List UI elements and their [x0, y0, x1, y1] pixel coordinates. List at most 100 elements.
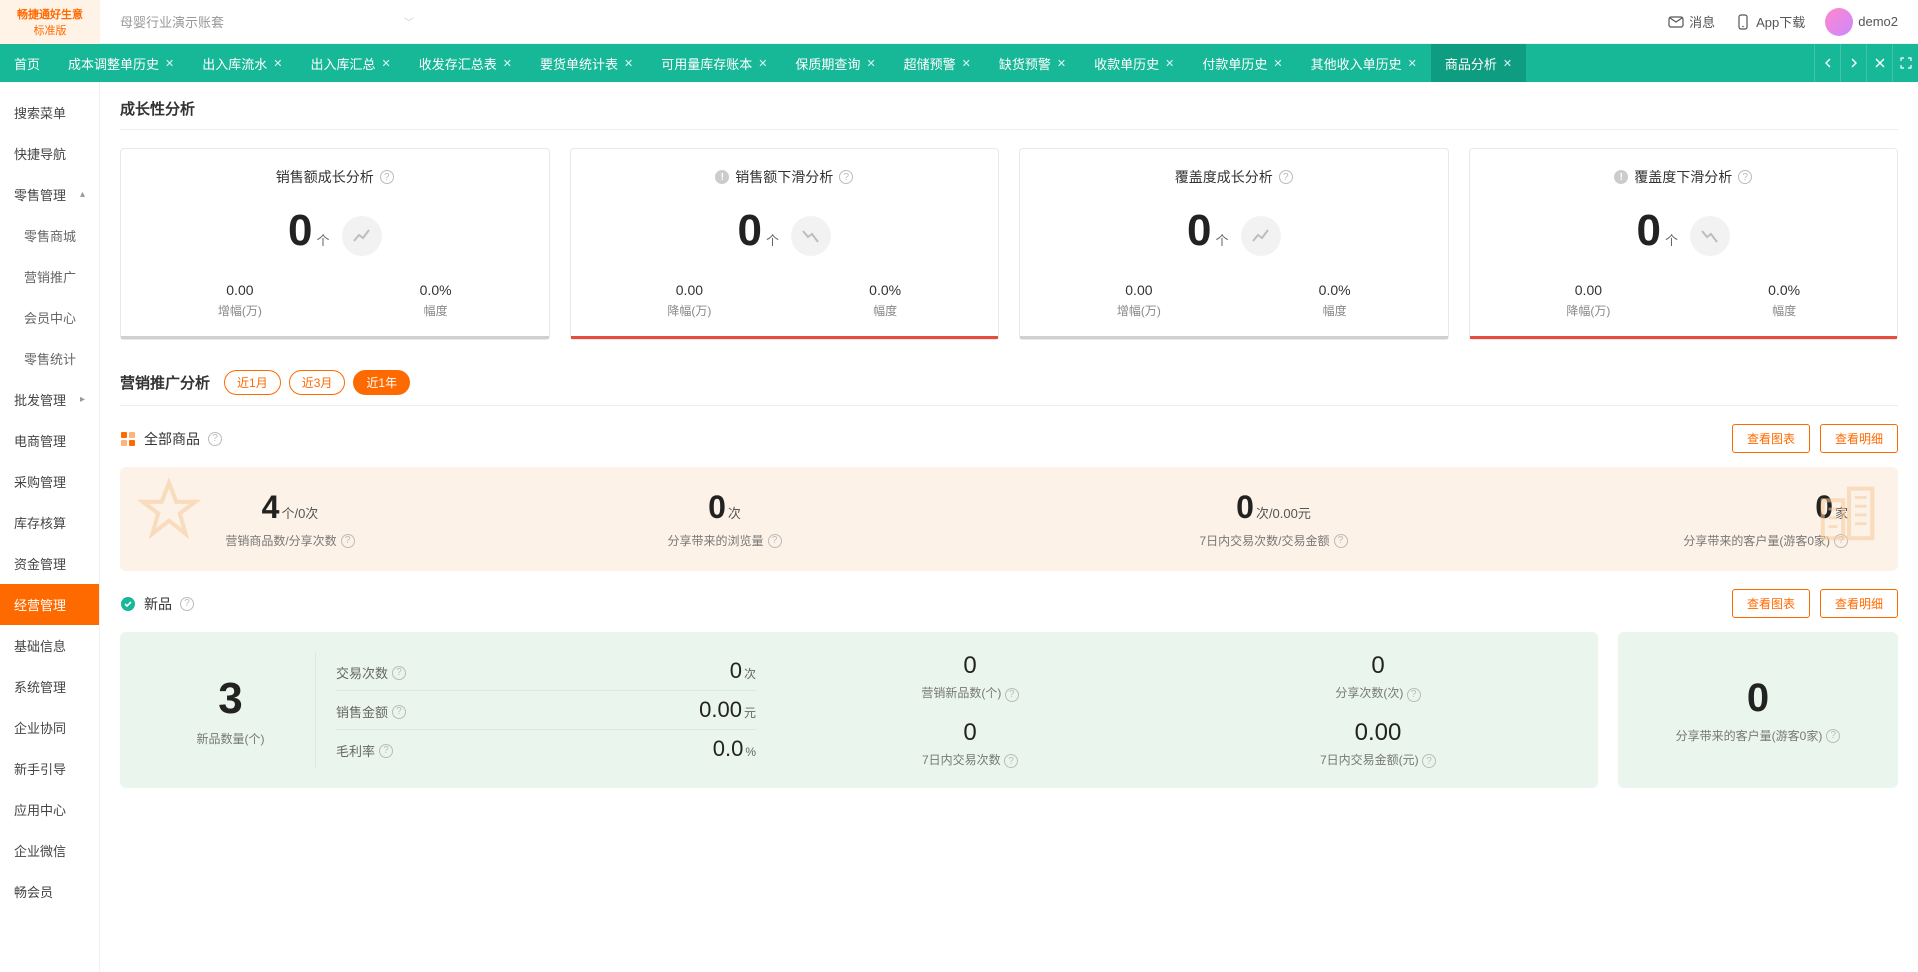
- close-icon[interactable]: ✕: [1057, 57, 1066, 70]
- info-icon[interactable]: ?: [392, 705, 406, 719]
- tab-close-all-button[interactable]: [1866, 44, 1892, 82]
- all-view-detail-button[interactable]: 查看明细: [1820, 424, 1898, 453]
- growth-card-title: 覆盖度成长分析?: [1038, 167, 1430, 187]
- close-icon[interactable]: ✕: [382, 57, 391, 70]
- info-icon[interactable]: ?: [1422, 754, 1436, 768]
- metric-label: 交易次数?: [336, 663, 406, 682]
- sidebar-item[interactable]: 企业微信: [0, 830, 99, 871]
- close-icon[interactable]: ✕: [962, 57, 971, 70]
- trend-up-icon: [1241, 216, 1281, 256]
- close-icon[interactable]: ✕: [1503, 57, 1512, 70]
- fullscreen-button[interactable]: [1892, 44, 1918, 82]
- sidebar-item-label: 企业微信: [14, 841, 66, 860]
- sidebar-item[interactable]: 资金管理: [0, 543, 99, 584]
- period-pill[interactable]: 近3月: [289, 370, 346, 395]
- close-icon[interactable]: ✕: [503, 57, 512, 70]
- tab[interactable]: 超储预警✕: [890, 44, 985, 82]
- tab[interactable]: 成本调整单历史✕: [54, 44, 188, 82]
- sidebar-item-label: 企业协同: [14, 718, 66, 737]
- info-icon[interactable]: ?: [1407, 688, 1421, 702]
- info-icon[interactable]: ?: [1004, 754, 1018, 768]
- tab-next-button[interactable]: [1840, 44, 1866, 82]
- info-icon[interactable]: ?: [341, 534, 355, 548]
- sidebar-item[interactable]: 电商管理: [0, 420, 99, 461]
- sidebar-item-label: 畅会员: [14, 882, 53, 901]
- new-side-label: 分享带来的客户量(游客0家): [1676, 727, 1823, 744]
- tab[interactable]: 付款单历史✕: [1188, 44, 1296, 82]
- info-icon[interactable]: ?: [839, 170, 853, 184]
- tab-prev-button[interactable]: [1814, 44, 1840, 82]
- tab[interactable]: 缺货预警✕: [985, 44, 1080, 82]
- sidebar-item[interactable]: 批发管理▸: [0, 379, 99, 420]
- account-select[interactable]: 母婴行业演示账套 ﹀: [120, 12, 414, 31]
- new-main-panel: 3 新品数量(个) 交易次数? 0次销售金额? 0.00元毛利率? 0.0% 0…: [120, 632, 1598, 788]
- sidebar-item[interactable]: 新手引导: [0, 748, 99, 789]
- tab[interactable]: 可用量库存账本✕: [647, 44, 781, 82]
- info-icon[interactable]: ?: [1826, 729, 1840, 743]
- tab[interactable]: 要货单统计表✕: [526, 44, 647, 82]
- sidebar-item[interactable]: 基础信息: [0, 625, 99, 666]
- growth-card[interactable]: !覆盖度下滑分析? 0个 0.00降幅(万) 0.0%幅度: [1469, 148, 1899, 340]
- tab[interactable]: 收发存汇总表✕: [405, 44, 526, 82]
- info-icon[interactable]: ?: [1279, 170, 1293, 184]
- sidebar-search[interactable]: 搜索菜单: [0, 92, 99, 133]
- sidebar-item[interactable]: 畅会员: [0, 871, 99, 912]
- sidebar-item[interactable]: 采购管理: [0, 461, 99, 502]
- sidebar-search-label: 搜索菜单: [14, 103, 66, 122]
- messages-link[interactable]: 消息: [1668, 12, 1715, 31]
- info-icon[interactable]: ?: [1738, 170, 1752, 184]
- close-icon[interactable]: ✕: [1408, 57, 1417, 70]
- sidebar-item[interactable]: 应用中心: [0, 789, 99, 830]
- all-c1-unit: 个/0次: [281, 503, 318, 522]
- tab-label: 收款单历史: [1094, 54, 1159, 73]
- period-pill[interactable]: 近1年: [353, 370, 410, 395]
- new-view-chart-button[interactable]: 查看图表: [1732, 589, 1810, 618]
- sidebar-quicknav[interactable]: 快捷导航: [0, 133, 99, 174]
- sidebar-item[interactable]: 会员中心: [0, 297, 99, 338]
- info-icon[interactable]: ?: [768, 534, 782, 548]
- info-icon[interactable]: ?: [1005, 688, 1019, 702]
- all-view-chart-button[interactable]: 查看图表: [1732, 424, 1810, 453]
- tab[interactable]: 其他收入单历史✕: [1297, 44, 1431, 82]
- sidebar-item[interactable]: 库存核算: [0, 502, 99, 543]
- info-icon[interactable]: ?: [379, 744, 393, 758]
- sidebar-item[interactable]: 零售统计: [0, 338, 99, 379]
- close-icon[interactable]: ✕: [1273, 57, 1282, 70]
- sidebar-item[interactable]: 零售商城: [0, 215, 99, 256]
- tab[interactable]: 保质期查询✕: [781, 44, 889, 82]
- info-icon[interactable]: ?: [1334, 534, 1348, 548]
- tab-home[interactable]: 首页: [0, 44, 54, 82]
- sidebar-item[interactable]: 经营管理: [0, 584, 99, 625]
- growth-card-value: 0个: [1038, 209, 1430, 256]
- sidebar-item[interactable]: 零售管理▴: [0, 174, 99, 215]
- sidebar-item-label: 批发管理: [14, 390, 66, 409]
- growth-card[interactable]: 销售额成长分析? 0个 0.00增幅(万) 0.0%幅度: [120, 148, 550, 340]
- user-menu[interactable]: demo2: [1825, 8, 1898, 36]
- star-icon: [134, 477, 204, 547]
- growth-card[interactable]: !销售额下滑分析? 0个 0.00降幅(万) 0.0%幅度: [570, 148, 1000, 340]
- info-icon[interactable]: ?: [380, 170, 394, 184]
- app-download-link[interactable]: App下载: [1735, 12, 1805, 31]
- close-icon[interactable]: ✕: [273, 57, 282, 70]
- close-icon[interactable]: ✕: [1165, 57, 1174, 70]
- growth-card[interactable]: 覆盖度成长分析? 0个 0.00增幅(万) 0.0%幅度: [1019, 148, 1449, 340]
- tab[interactable]: 收款单历史 ✕: [1080, 44, 1188, 82]
- info-icon[interactable]: ?: [392, 666, 406, 680]
- buildings-icon: [1814, 477, 1884, 547]
- close-icon[interactable]: ✕: [866, 57, 875, 70]
- sidebar-item[interactable]: 营销推广: [0, 256, 99, 297]
- close-icon[interactable]: ✕: [165, 57, 174, 70]
- close-icon[interactable]: ✕: [624, 57, 633, 70]
- info-icon[interactable]: ?: [208, 432, 222, 446]
- sidebar-item[interactable]: 企业协同: [0, 707, 99, 748]
- tab[interactable]: 出入库汇总✕: [296, 44, 404, 82]
- tab[interactable]: 商品分析✕: [1431, 44, 1526, 82]
- new-view-detail-button[interactable]: 查看明细: [1820, 589, 1898, 618]
- info-icon[interactable]: ?: [180, 597, 194, 611]
- period-pill[interactable]: 近1月: [224, 370, 281, 395]
- tab-label: 出入库流水: [202, 54, 267, 73]
- new-col: 0 营销新品数(个) ? 0 7日内交易次数 ?: [776, 652, 1164, 768]
- close-icon[interactable]: ✕: [758, 57, 767, 70]
- sidebar-item[interactable]: 系统管理: [0, 666, 99, 707]
- tab[interactable]: 出入库流水 ✕: [188, 44, 296, 82]
